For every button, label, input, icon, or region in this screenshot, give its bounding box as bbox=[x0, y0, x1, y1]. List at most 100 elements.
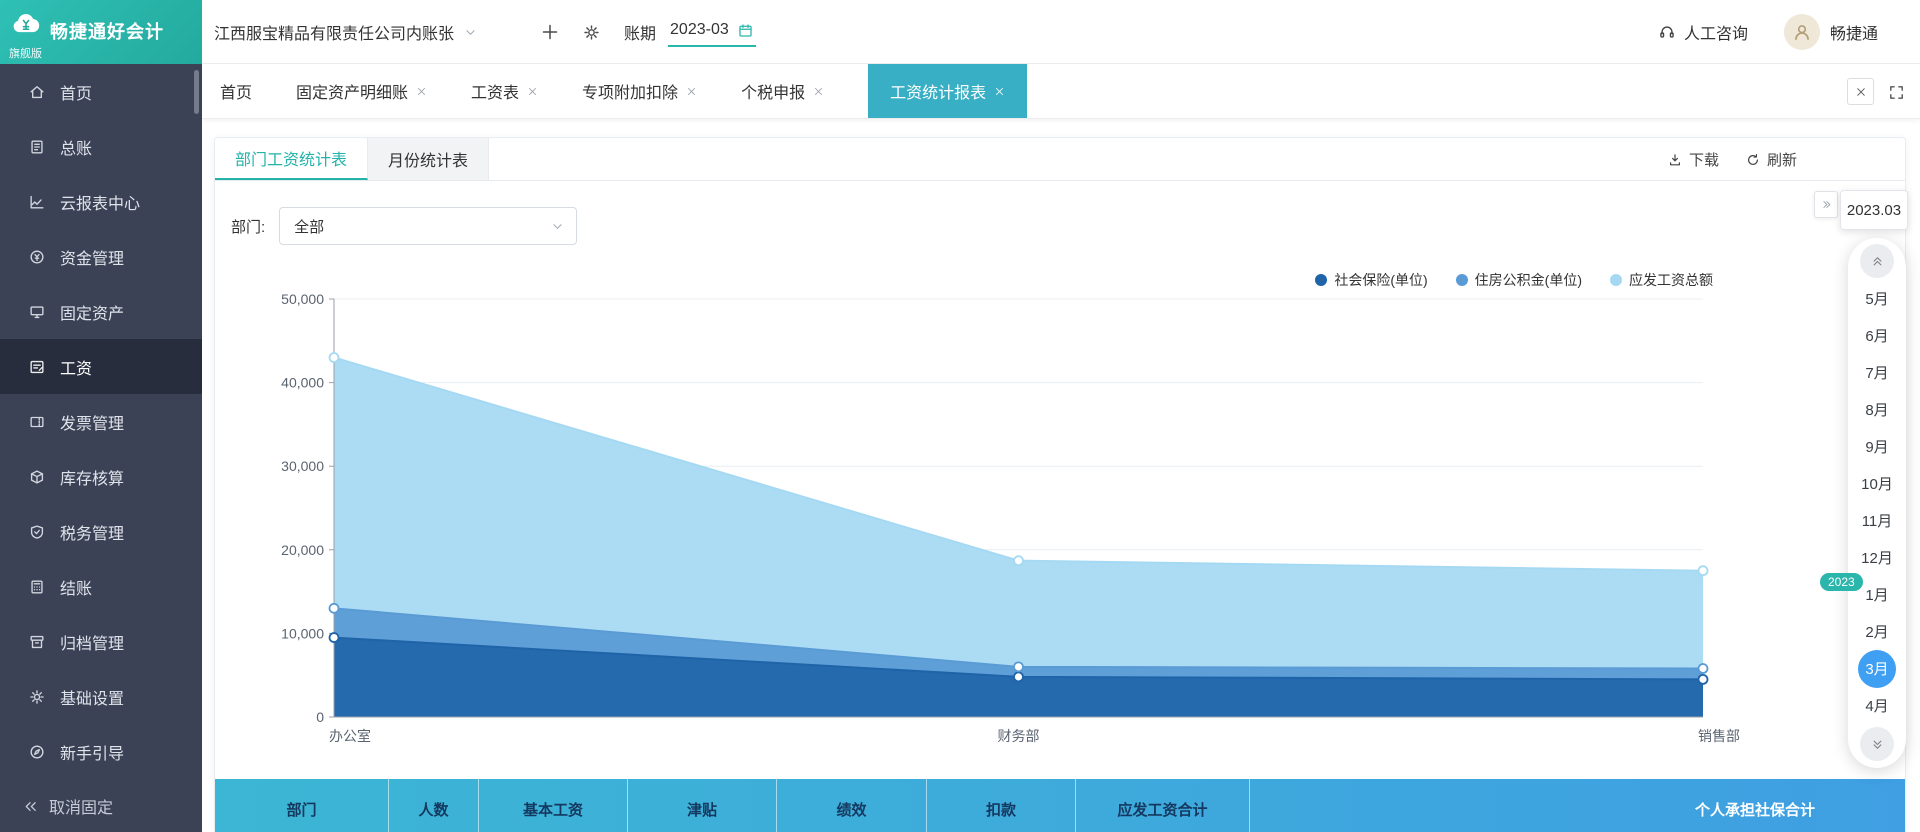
sidebar-item-label: 新手引导 bbox=[60, 745, 125, 763]
month-label: 6月 bbox=[1865, 328, 1889, 345]
month-item[interactable]: 6月 bbox=[1848, 317, 1906, 354]
month-label: 10月 bbox=[1861, 476, 1893, 493]
download-button[interactable]: 下载 bbox=[1667, 149, 1719, 170]
tab-item-4[interactable]: 个税申报 bbox=[741, 64, 824, 118]
sidebar-item-salary[interactable]: 工资 bbox=[0, 339, 202, 394]
sidebar-item-label: 工资 bbox=[60, 360, 93, 378]
period-label: 账期 bbox=[624, 26, 657, 43]
settings-button[interactable] bbox=[582, 0, 601, 64]
sidebar-item-guide[interactable]: 新手引导 bbox=[0, 724, 202, 779]
sidebar-item-closing[interactable]: 结账 bbox=[0, 559, 202, 614]
settings-icon bbox=[28, 688, 46, 706]
sidebar-item-invoice[interactable]: 发票管理 bbox=[0, 394, 202, 449]
add-button[interactable] bbox=[540, 0, 560, 64]
gear-icon bbox=[582, 23, 601, 42]
collapse-panel-button[interactable] bbox=[1814, 191, 1838, 218]
subtab-department-report[interactable]: 部门工资统计表 bbox=[215, 138, 369, 180]
close-tab-button[interactable] bbox=[1847, 78, 1874, 105]
tab-item-2[interactable]: 工资表 bbox=[471, 64, 538, 118]
month-item[interactable]: 5月 bbox=[1848, 280, 1906, 317]
avatar[interactable] bbox=[1784, 14, 1820, 50]
salary-area-chart: 0 10,000 20,000 30,000 40,000 50,000 办公室 财务部 销售部 bbox=[281, 291, 1740, 744]
month-label: 12月 bbox=[1861, 550, 1893, 567]
sidebar-item-cloud-report[interactable]: 云报表中心 bbox=[0, 174, 202, 229]
sidebar-item-label: 发票管理 bbox=[60, 415, 125, 433]
sidebar-item-archive[interactable]: 归档管理 bbox=[0, 614, 202, 669]
double-chevron-up-icon bbox=[1870, 254, 1885, 269]
month-item[interactable]: 11月 bbox=[1848, 502, 1906, 539]
legend-item[interactable]: 住房公积金(单位) bbox=[1455, 270, 1582, 290]
company-selector[interactable]: 江西服宝精品有限责任公司内账张 bbox=[214, 0, 477, 64]
tab-bar: 首页 固定资产明细账 工资表 专项附加扣除 个税申报 工资统计报表 bbox=[202, 64, 1920, 119]
legend-dot bbox=[1315, 274, 1328, 286]
month-item[interactable]: 7月 bbox=[1848, 354, 1906, 391]
month-item[interactable]: 10月 bbox=[1848, 465, 1906, 502]
tab-label: 专项附加扣除 bbox=[582, 85, 679, 102]
report-card: 部门工资统计表 月份统计表 下载 刷新 部门: 全部 bbox=[214, 137, 1906, 832]
table-column-header: 扣款 bbox=[927, 779, 1076, 832]
tab-close-icon[interactable] bbox=[994, 86, 1005, 97]
table-column-header: 部门 bbox=[215, 779, 389, 832]
tax-icon bbox=[28, 523, 46, 541]
tab-label: 工资表 bbox=[471, 85, 520, 102]
ledger-icon bbox=[28, 138, 46, 156]
month-item-active[interactable]: 3月 bbox=[1848, 649, 1906, 688]
brand-logo[interactable]: 畅捷通好会计 旗舰版 bbox=[0, 0, 202, 64]
sidebar-item-funds[interactable]: 资金管理 bbox=[0, 229, 202, 284]
calendar-icon bbox=[737, 22, 754, 39]
tab-close-icon[interactable] bbox=[527, 86, 538, 97]
tab-close-icon[interactable] bbox=[416, 86, 427, 97]
sidebar-item-ledger[interactable]: 总账 bbox=[0, 119, 202, 174]
sidebar-item-settings[interactable]: 基础设置 bbox=[0, 669, 202, 724]
double-chevron-down-icon bbox=[1870, 737, 1885, 752]
period-picker[interactable]: 2023-03 bbox=[668, 17, 756, 47]
month-item[interactable]: 2月 bbox=[1848, 613, 1906, 650]
month-item[interactable]: 8月 bbox=[1848, 391, 1906, 428]
tab-close-icon[interactable] bbox=[686, 86, 697, 97]
department-filter-value: 全部 bbox=[294, 218, 325, 236]
sidebar-item-inventory[interactable]: 库存核算 bbox=[0, 449, 202, 504]
username[interactable]: 畅捷通 bbox=[1830, 26, 1879, 43]
department-filter-select[interactable]: 全部 bbox=[279, 207, 578, 245]
sidebar-item-label: 首页 bbox=[60, 85, 93, 103]
unpin-sidebar-button[interactable]: 取消固定 bbox=[0, 780, 202, 832]
month-item[interactable]: 4月 bbox=[1848, 687, 1906, 724]
tab-item-3[interactable]: 专项附加扣除 bbox=[582, 64, 697, 118]
card-toolbar: 下载 刷新 bbox=[1667, 138, 1797, 181]
tab-close-icon[interactable] bbox=[813, 86, 824, 97]
current-period-box: 2023.03 bbox=[1840, 190, 1908, 230]
subtab-month-report[interactable]: 月份统计表 bbox=[368, 138, 490, 180]
svg-text:销售部: 销售部 bbox=[1698, 728, 1740, 744]
month-item[interactable]: 9月 bbox=[1848, 428, 1906, 465]
tab-item-0[interactable]: 首页 bbox=[220, 64, 252, 118]
sidebar-item-label: 税务管理 bbox=[60, 525, 125, 543]
tab-strip: 首页 固定资产明细账 工资表 专项附加扣除 个税申报 工资统计报表 bbox=[202, 64, 1920, 118]
months-scroll-down-button[interactable] bbox=[1860, 727, 1894, 761]
sidebar-item-fixed-assets[interactable]: 固定资产 bbox=[0, 284, 202, 339]
month-label: 9月 bbox=[1865, 439, 1889, 456]
month-list: 5月 6月 7月 8月 9月 10月 11月 12月 1月 2月 3月 4月 bbox=[1848, 280, 1906, 724]
sidebar-item-tax[interactable]: 税务管理 bbox=[0, 504, 202, 559]
month-item[interactable]: 12月 bbox=[1848, 539, 1906, 576]
table-header-spacer bbox=[1250, 779, 1605, 832]
tab-label: 个税申报 bbox=[741, 85, 806, 102]
months-scroll-up-button[interactable] bbox=[1860, 244, 1894, 278]
refresh-icon bbox=[1745, 152, 1761, 168]
refresh-button[interactable]: 刷新 bbox=[1745, 149, 1797, 170]
support-link[interactable]: 人工咨询 bbox=[1658, 0, 1748, 64]
sidebar-scrollbar[interactable] bbox=[194, 70, 199, 114]
sidebar-item-home[interactable]: 首页 bbox=[0, 64, 202, 119]
legend-item[interactable]: 社会保险(单位) bbox=[1315, 270, 1428, 290]
fullscreen-button[interactable] bbox=[1884, 80, 1908, 104]
month-item[interactable]: 1月 bbox=[1848, 576, 1906, 613]
table-column-header: 津贴 bbox=[628, 779, 777, 832]
table-header-row: 部门 人数 基本工资 津贴 绩效 扣款 应发工资合计 个人承担社保合计 bbox=[215, 779, 1905, 832]
tab-item-5-active[interactable]: 工资统计报表 bbox=[868, 64, 1028, 118]
refresh-label: 刷新 bbox=[1766, 152, 1797, 169]
month-label: 7月 bbox=[1865, 365, 1889, 382]
download-icon bbox=[1667, 152, 1683, 168]
legend-label: 住房公积金(单位) bbox=[1474, 272, 1582, 288]
legend-item[interactable]: 应发工资总额 bbox=[1610, 270, 1713, 290]
sidebar-item-label: 云报表中心 bbox=[60, 195, 141, 213]
tab-item-1[interactable]: 固定资产明细账 bbox=[296, 64, 427, 118]
